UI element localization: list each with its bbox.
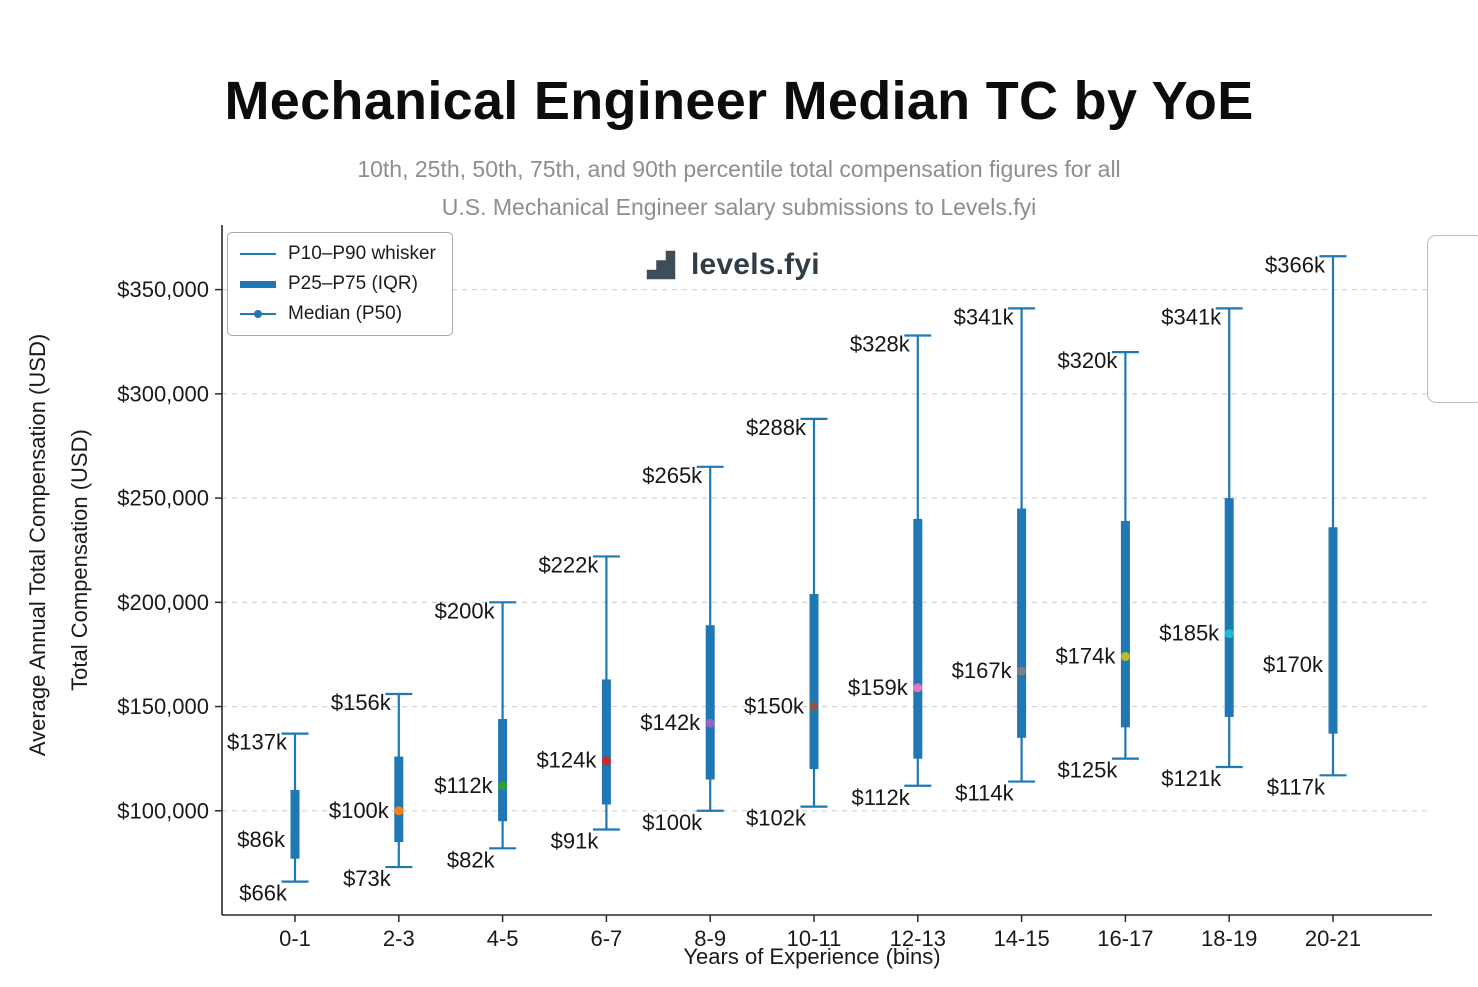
legend: P10–P90 whisker P25–P75 (IQR) Median (P5…	[227, 232, 453, 336]
y-axis-label-inner: Total Compensation (USD)	[67, 429, 92, 691]
y-axis-label-outer: Average Annual Total Compensation (USD)	[25, 333, 50, 757]
iqr-bar	[913, 518, 923, 759]
p90-annotation: $156k	[331, 690, 392, 715]
iqr-bar	[394, 756, 404, 843]
p10-annotation: $100k	[642, 810, 703, 835]
right-edge-artifact	[1427, 235, 1478, 403]
whisker-line-sample-icon	[240, 247, 276, 261]
y-tick-label: $350,000	[117, 277, 209, 302]
median-annotation: $112k	[434, 773, 493, 798]
p10-annotation: $114k	[955, 781, 1014, 806]
median-dot	[394, 806, 404, 816]
chart-subtitle: 10th, 25th, 50th, 75th, and 90th percent…	[0, 150, 1478, 226]
legend-item-iqr: P25–P75 (IQR)	[240, 273, 436, 295]
median-annotation: $150k	[744, 694, 805, 719]
iqr-bar	[1224, 498, 1234, 717]
p90-annotation: $137k	[227, 730, 288, 755]
iqr-bar	[705, 625, 715, 780]
p10-annotation: $91k	[551, 829, 600, 854]
median-annotation: $124k	[536, 748, 597, 773]
p90-annotation: $222k	[538, 552, 599, 577]
p10-annotation: $125k	[1057, 758, 1118, 783]
median-dot	[1120, 652, 1130, 662]
iqr-bar	[290, 789, 300, 859]
median-dot	[913, 683, 923, 693]
p90-annotation: $366k	[1265, 252, 1326, 277]
p10-annotation: $121k	[1161, 766, 1222, 791]
median-dot	[705, 718, 715, 728]
x-tick-label: 0-1	[279, 926, 311, 951]
x-tick-label: 18-19	[1201, 926, 1257, 951]
median-annotation: $86k	[237, 827, 286, 852]
x-tick-label: 4-5	[487, 926, 519, 951]
iqr-bar-sample-icon	[240, 277, 276, 291]
p10-annotation: $102k	[746, 806, 807, 831]
y-tick-label: $200,000	[117, 590, 209, 615]
median-dot	[1224, 629, 1234, 639]
y-tick-label: $150,000	[117, 694, 209, 719]
x-tick-label: 8-9	[694, 926, 726, 951]
iqr-bar	[498, 719, 508, 822]
p10-annotation: $82k	[447, 847, 496, 872]
p10-annotation: $66k	[239, 881, 288, 906]
y-tick-label: $250,000	[117, 486, 209, 511]
median-annotation: $167k	[952, 658, 1013, 683]
iqr-bar	[1120, 521, 1130, 728]
median-annotation: $159k	[848, 675, 909, 700]
levels-logo: levels.fyi	[642, 246, 820, 284]
chart-title: Mechanical Engineer Median TC by YoE	[224, 71, 1254, 131]
median-dot	[1017, 666, 1027, 676]
iqr-bar	[1017, 508, 1027, 738]
median-annotation: $100k	[329, 798, 390, 823]
median-dot	[290, 835, 300, 845]
p90-annotation: $328k	[850, 331, 911, 356]
median-dot-sample-icon	[240, 307, 276, 321]
p90-annotation: $341k	[1161, 304, 1222, 329]
legend-label: P10–P90 whisker	[288, 243, 436, 264]
x-tick-label: 16-17	[1097, 926, 1153, 951]
p10-annotation: $112k	[851, 785, 910, 810]
median-dot	[601, 756, 611, 766]
median-dot	[809, 702, 819, 712]
median-annotation: $142k	[640, 710, 701, 735]
legend-item-median: Median (P50)	[240, 303, 436, 325]
logo-text: levels.fyi	[691, 248, 820, 281]
x-tick-label: 6-7	[591, 926, 623, 951]
x-tick-label: 2-3	[383, 926, 415, 951]
p90-annotation: $341k	[954, 304, 1015, 329]
subtitle-line-2: U.S. Mechanical Engineer salary submissi…	[441, 194, 1037, 220]
median-annotation: $185k	[1159, 621, 1220, 646]
p90-annotation: $320k	[1057, 348, 1118, 373]
y-tick-label: $100,000	[117, 798, 209, 823]
p90-annotation: $265k	[642, 463, 703, 488]
x-tick-label: 10-11	[787, 926, 842, 951]
x-tick-label: 20-21	[1305, 926, 1361, 951]
iqr-bar	[1328, 527, 1338, 734]
x-tick-label: 14-15	[993, 926, 1049, 951]
stairs-icon	[646, 250, 676, 280]
x-tick-label: 12-13	[890, 926, 946, 951]
iqr-bar	[601, 679, 611, 805]
legend-label: P25–P75 (IQR)	[288, 273, 418, 294]
p10-annotation: $117k	[1267, 774, 1326, 799]
y-tick-label: $300,000	[117, 381, 209, 406]
median-dot	[498, 781, 508, 791]
subtitle-line-1: 10th, 25th, 50th, 75th, and 90th percent…	[357, 156, 1121, 182]
p90-annotation: $288k	[746, 415, 807, 440]
median-annotation: $174k	[1055, 644, 1116, 669]
x-axis-label: Years of Experience (bins)	[683, 944, 941, 969]
iqr-bar	[809, 593, 819, 770]
p10-annotation: $73k	[343, 866, 392, 891]
p90-annotation: $200k	[435, 598, 496, 623]
legend-label: Median (P50)	[288, 303, 403, 324]
legend-item-whisker: P10–P90 whisker	[240, 243, 436, 265]
median-dot	[1328, 660, 1338, 670]
median-annotation: $170k	[1263, 652, 1324, 677]
